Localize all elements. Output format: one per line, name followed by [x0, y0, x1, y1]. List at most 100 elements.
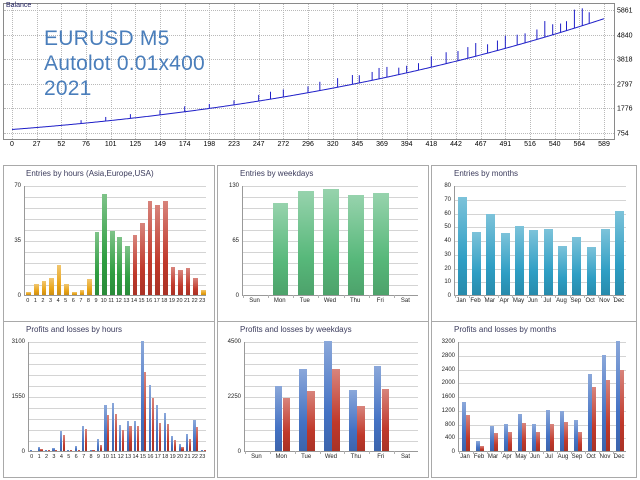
bar [476, 441, 480, 451]
gridline-horizontal [29, 375, 206, 376]
bar [140, 223, 145, 295]
bar [137, 426, 139, 451]
chart-frame: Entries by hours (Asia,Europe,USA) 0 35 70… [3, 165, 215, 322]
bar [40, 449, 42, 451]
bar [508, 432, 512, 451]
balance-y-axis: 5861 4840 3818 2797 1776 754 [617, 3, 640, 143]
bar [572, 237, 581, 295]
gridline-horizontal [29, 397, 206, 398]
axis-tick-label: 149 [154, 141, 166, 148]
bar [515, 226, 524, 295]
axis-tick-label: Sat [396, 454, 416, 460]
chart-frame: Profits and losses by months 0 400 800 1200… [431, 321, 637, 478]
chart-title: Profits and losses by months [454, 325, 556, 334]
bar [486, 214, 495, 295]
bar [544, 229, 553, 295]
bar [201, 290, 206, 295]
bar [189, 439, 191, 451]
entries-by-hours-panel: Entries by hours (Asia,Europe,USA) 0 35 70… [3, 165, 215, 322]
bar [588, 374, 592, 451]
axis-tick-label: 80 [432, 183, 451, 189]
bar [373, 193, 389, 295]
bar [536, 432, 540, 451]
gridline-horizontal [25, 197, 206, 198]
entries-by-weekdays-panel: Entries by weekdays 0 65 130 Sun Mon Tue Wed Th… [217, 165, 429, 322]
axis-tick-label: 2000 [432, 380, 455, 386]
axis-tick-label: 754 [617, 131, 629, 138]
strategy-tester-report: EURUSD M5 Autolot 0.01x400 2021 Balance … [0, 0, 640, 480]
axis-tick-label: Mon [270, 298, 290, 304]
axis-tick-label: 223 [228, 141, 240, 148]
chart-frame: Entries by months 0 10 20 30 40 50 60 70 80 Jan Fe… [431, 165, 637, 322]
axis-tick-label: 0 [218, 449, 241, 455]
axis-tick-label: 65 [218, 238, 239, 244]
bar [85, 429, 87, 451]
bar [587, 247, 596, 295]
axis-tick-label: 20 [432, 266, 451, 272]
bar [57, 265, 62, 295]
bar [616, 341, 620, 451]
axis-tick-label: Fri [370, 298, 390, 304]
axis-tick-label: 564 [573, 141, 585, 148]
balance-x-axis: 0 27 52 76 101 125 149 174 198 223 247 272 296 320 345… [3, 141, 615, 155]
plot-area [458, 342, 626, 452]
axis-tick-label: 2800 [432, 353, 455, 359]
bar [560, 411, 564, 451]
axis-tick-label: 70 [432, 197, 451, 203]
bar [307, 391, 314, 451]
axis-tick-label: 35 [4, 238, 21, 244]
axis-tick-label: 70 [4, 183, 21, 189]
chart-frame: Profits and losses by weekdays 0 2250 4500… [217, 321, 429, 478]
gridline-horizontal [243, 186, 418, 187]
chart-frame: Profits and losses by hours 0 1550 3100 0 1 2… [3, 321, 215, 478]
bar [78, 450, 80, 451]
axis-tick-label: 1550 [4, 394, 25, 400]
axis-tick-label: 467 [475, 141, 487, 148]
entries-charts-row: Entries by hours (Asia,Europe,USA) 0 35 70… [0, 165, 640, 322]
bar [490, 426, 494, 451]
profits-losses-by-hours-panel: Profits and losses by hours 0 1550 3100 0 1 2… [3, 321, 215, 478]
bar [472, 232, 481, 295]
plot-area [244, 342, 418, 452]
axis-tick-label: 76 [82, 141, 90, 148]
axis-tick-label: Sun [246, 454, 266, 460]
bar [196, 427, 198, 451]
bar [349, 390, 356, 451]
gridline-horizontal [25, 186, 206, 187]
axis-tick-label: 2250 [218, 394, 241, 400]
bar [167, 424, 169, 451]
axis-tick-label: 0 [432, 293, 451, 299]
axis-tick-label: Dec [609, 454, 629, 460]
bar [529, 230, 538, 295]
gridline-horizontal [25, 208, 206, 209]
axis-tick-label: 800 [432, 422, 455, 428]
bar [382, 389, 389, 451]
bar [480, 446, 484, 452]
axis-tick-label: 10 [432, 279, 451, 285]
axis-tick-label: 125 [129, 141, 141, 148]
axis-tick-label: Wed [320, 298, 340, 304]
axis-tick-label: 589 [598, 141, 610, 148]
axis-tick-label: 0 [10, 141, 14, 148]
axis-tick-label: 0 [218, 293, 239, 299]
axis-tick-label: 418 [425, 141, 437, 148]
balance-label: Balance [6, 2, 31, 9]
bar [129, 426, 131, 451]
axis-tick-label: 5861 [617, 8, 633, 15]
bar [64, 284, 69, 295]
axis-tick-label: Tue [295, 298, 315, 304]
axis-tick-label: 400 [432, 435, 455, 441]
axis-tick-label: 40 [432, 238, 451, 244]
bar [110, 231, 115, 295]
axis-tick-label: Tue [296, 454, 316, 460]
bar [152, 398, 154, 451]
bar [55, 450, 57, 451]
axis-tick-label: 30 [432, 252, 451, 258]
chart-title: Entries by weekdays [240, 169, 313, 178]
gridline-horizontal [455, 186, 626, 187]
bar [518, 414, 522, 451]
bar [117, 237, 122, 295]
bar [374, 366, 381, 451]
gridline-horizontal [25, 252, 206, 253]
axis-tick-label: 1200 [432, 408, 455, 414]
